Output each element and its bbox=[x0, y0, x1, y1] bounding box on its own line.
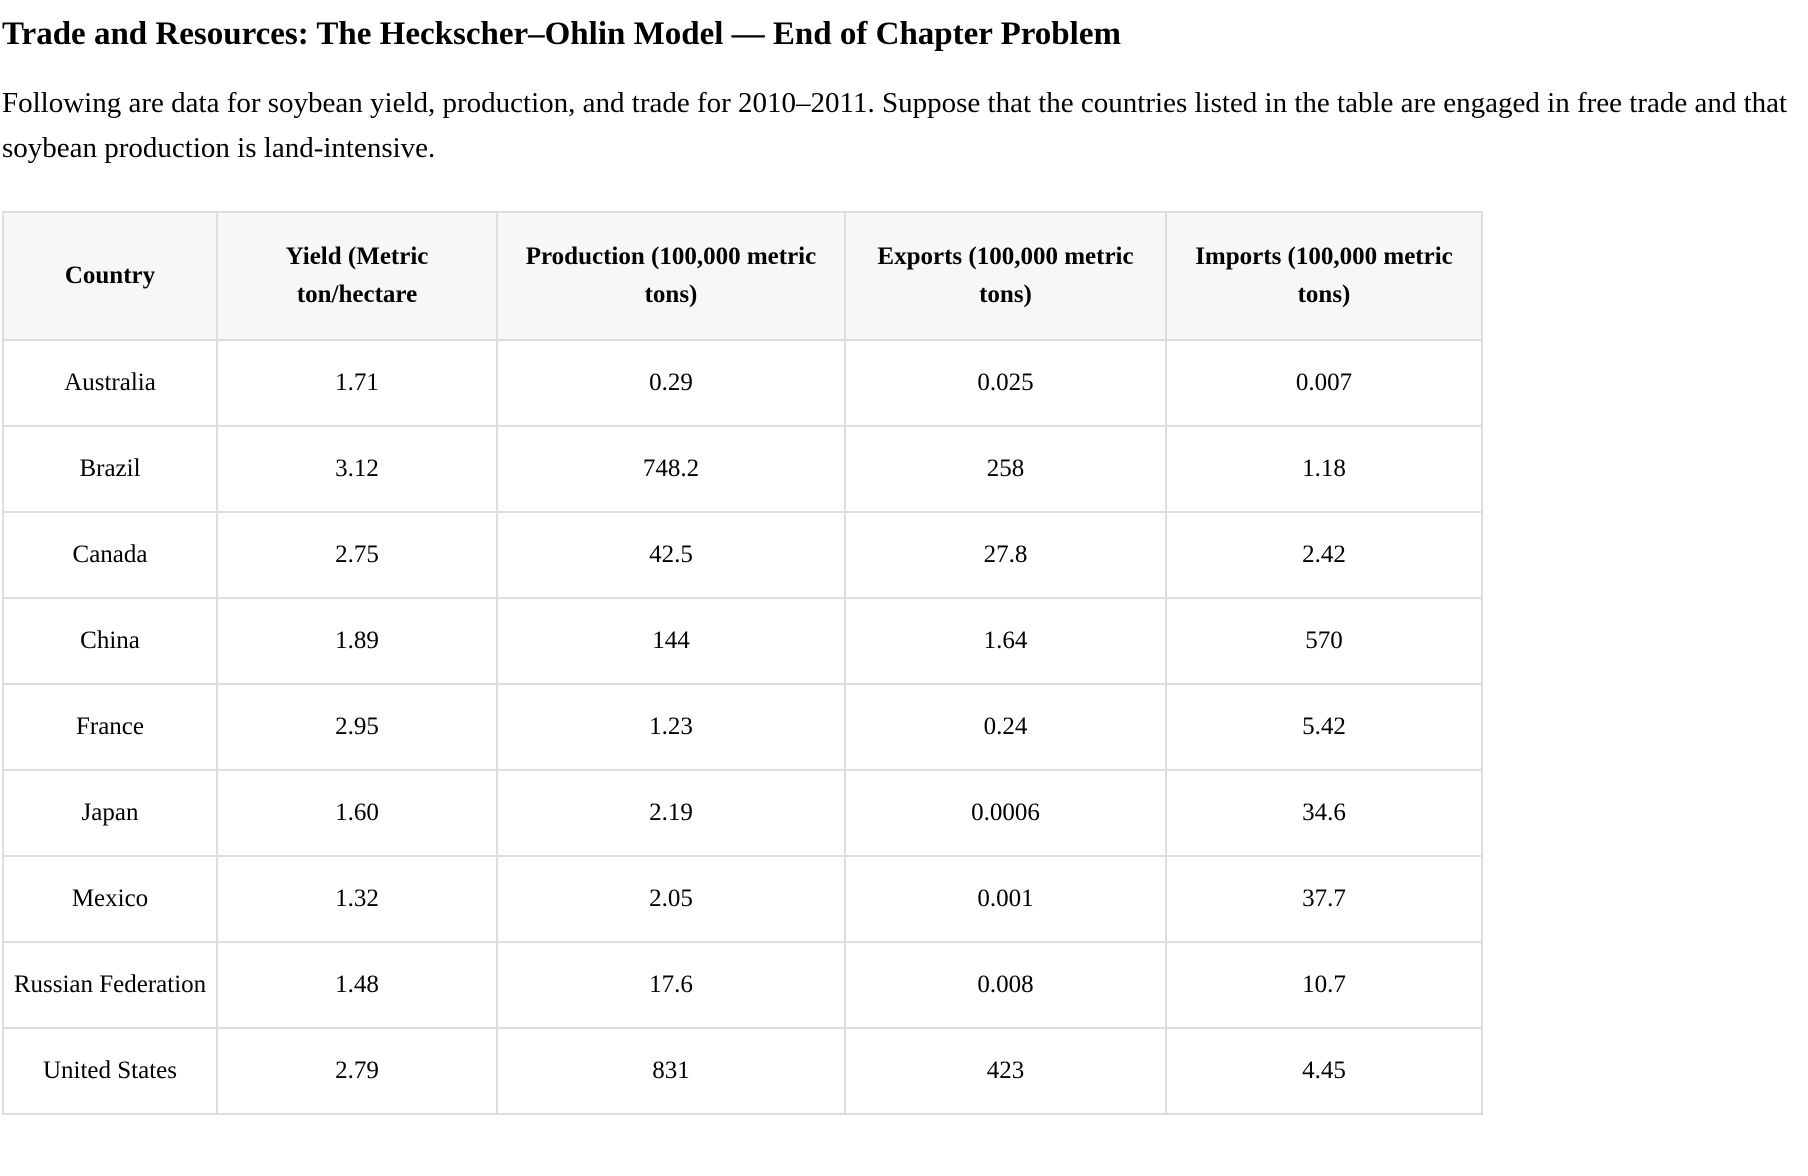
cell-imports: 34.6 bbox=[1165, 768, 1483, 857]
column-header-yield: Yield (Metric ton/hectare bbox=[216, 210, 498, 341]
page-title: Trade and Resources: The Heckscher–Ohlin… bbox=[2, 16, 1121, 52]
cell-production: 17.6 bbox=[496, 940, 846, 1029]
cell-exports: 1.64 bbox=[844, 596, 1167, 685]
cell-exports: 0.24 bbox=[844, 682, 1167, 771]
cell-production: 2.05 bbox=[496, 854, 846, 943]
cell-yield: 1.60 bbox=[216, 768, 498, 857]
table-row: United States 2.79 831 423 4.45 bbox=[2, 1026, 1483, 1115]
cell-yield: 2.79 bbox=[216, 1026, 498, 1115]
cell-exports: 0.025 bbox=[844, 338, 1167, 427]
table-row: Japan 1.60 2.19 0.0006 34.6 bbox=[2, 768, 1483, 857]
cell-yield: 2.75 bbox=[216, 510, 498, 599]
table-row: Russian Federation 1.48 17.6 0.008 10.7 bbox=[2, 940, 1483, 1029]
cell-imports: 0.007 bbox=[1165, 338, 1483, 427]
cell-production: 831 bbox=[496, 1026, 846, 1115]
cell-imports: 10.7 bbox=[1165, 940, 1483, 1029]
cell-imports: 37.7 bbox=[1165, 854, 1483, 943]
cell-production: 2.19 bbox=[496, 768, 846, 857]
cell-country: Mexico bbox=[2, 854, 218, 943]
cell-yield: 1.48 bbox=[216, 940, 498, 1029]
cell-production: 748.2 bbox=[496, 424, 846, 513]
cell-country: France bbox=[2, 682, 218, 771]
table-row: Brazil 3.12 748.2 258 1.18 bbox=[2, 424, 1483, 513]
cell-country: China bbox=[2, 596, 218, 685]
cell-production: 0.29 bbox=[496, 338, 846, 427]
cell-imports: 1.18 bbox=[1165, 424, 1483, 513]
cell-yield: 1.71 bbox=[216, 338, 498, 427]
cell-country: Russian Federation bbox=[2, 940, 218, 1029]
cell-yield: 1.89 bbox=[216, 596, 498, 685]
table-row: Mexico 1.32 2.05 0.001 37.7 bbox=[2, 854, 1483, 943]
cell-imports: 5.42 bbox=[1165, 682, 1483, 771]
cell-yield: 3.12 bbox=[216, 424, 498, 513]
cell-yield: 2.95 bbox=[216, 682, 498, 771]
cell-production: 144 bbox=[496, 596, 846, 685]
cell-country: Canada bbox=[2, 510, 218, 599]
column-header-country: Country bbox=[2, 210, 218, 341]
table-header-row: Country Yield (Metric ton/hectare Produc… bbox=[2, 210, 1483, 341]
cell-country: Japan bbox=[2, 768, 218, 857]
cell-imports: 570 bbox=[1165, 596, 1483, 685]
cell-exports: 0.001 bbox=[844, 854, 1167, 943]
table-row: China 1.89 144 1.64 570 bbox=[2, 596, 1483, 685]
cell-exports: 423 bbox=[844, 1026, 1167, 1115]
column-header-production: Production (100,000 metric tons) bbox=[496, 210, 846, 341]
table-row: Canada 2.75 42.5 27.8 2.42 bbox=[2, 510, 1483, 599]
cell-exports: 258 bbox=[844, 424, 1167, 513]
cell-country: Brazil bbox=[2, 424, 218, 513]
column-header-exports: Exports (100,000 metric tons) bbox=[844, 210, 1167, 341]
cell-imports: 2.42 bbox=[1165, 510, 1483, 599]
cell-exports: 0.0006 bbox=[844, 768, 1167, 857]
table-row: Australia 1.71 0.29 0.025 0.007 bbox=[2, 338, 1483, 427]
problem-intro-paragraph: Following are data for soybean yield, pr… bbox=[2, 86, 1788, 164]
cell-country: Australia bbox=[2, 338, 218, 427]
cell-country: United States bbox=[2, 1026, 218, 1115]
cell-yield: 1.32 bbox=[216, 854, 498, 943]
cell-exports: 27.8 bbox=[844, 510, 1167, 599]
soybean-data-table: Country Yield (Metric ton/hectare Produc… bbox=[2, 210, 1483, 1115]
table-row: France 2.95 1.23 0.24 5.42 bbox=[2, 682, 1483, 771]
cell-production: 42.5 bbox=[496, 510, 846, 599]
column-header-imports: Imports (100,000 metric tons) bbox=[1165, 210, 1483, 341]
cell-exports: 0.008 bbox=[844, 940, 1167, 1029]
cell-imports: 4.45 bbox=[1165, 1026, 1483, 1115]
cell-production: 1.23 bbox=[496, 682, 846, 771]
